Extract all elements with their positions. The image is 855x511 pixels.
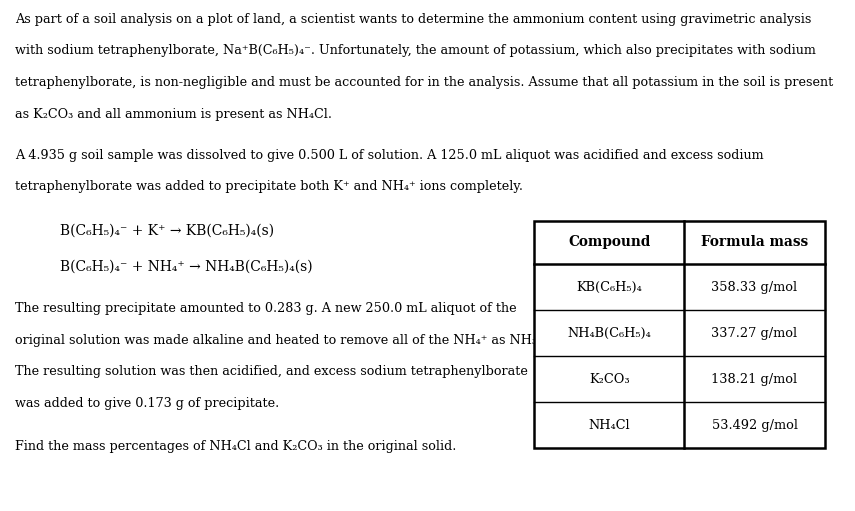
Text: 53.492 g/mol: 53.492 g/mol (711, 419, 798, 432)
Text: tetraphenylborate was added to precipitate both K⁺ and NH₄⁺ ions completely.: tetraphenylborate was added to precipita… (15, 180, 523, 193)
Text: B(C₆H₅)₄⁻ + K⁺ → KB(C₆H₅)₄(s): B(C₆H₅)₄⁻ + K⁺ → KB(C₆H₅)₄(s) (60, 223, 274, 237)
Text: Find the mass percentages of NH₄Cl and K₂CO₃ in the original solid.: Find the mass percentages of NH₄Cl and K… (15, 440, 457, 453)
Text: as K₂CO₃ and all ammonium is present as NH₄Cl.: as K₂CO₃ and all ammonium is present as … (15, 108, 333, 121)
Text: Compound: Compound (568, 236, 651, 249)
Bar (534, 221, 825, 448)
Text: K₂CO₃: K₂CO₃ (589, 373, 629, 386)
Text: with sodium tetraphenylborate, Na⁺B(C₆H₅)₄⁻. Unfortunately, the amount of potass: with sodium tetraphenylborate, Na⁺B(C₆H₅… (15, 44, 817, 57)
Text: 138.21 g/mol: 138.21 g/mol (711, 373, 798, 386)
Text: KB(C₆H₅)₄: KB(C₆H₅)₄ (576, 281, 642, 294)
Text: B(C₆H₅)₄⁻ + NH₄⁺ → NH₄B(C₆H₅)₄(s): B(C₆H₅)₄⁻ + NH₄⁺ → NH₄B(C₆H₅)₄(s) (60, 260, 312, 274)
Text: tetraphenylborate, is non-negligible and must be accounted for in the analysis. : tetraphenylborate, is non-negligible and… (15, 76, 834, 89)
Text: Formula mass: Formula mass (701, 236, 808, 249)
Text: NH₄Cl: NH₄Cl (588, 419, 630, 432)
Text: The resulting solution was then acidified, and excess sodium tetraphenylborate: The resulting solution was then acidifie… (15, 365, 528, 378)
Text: 337.27 g/mol: 337.27 g/mol (711, 327, 798, 340)
Text: A 4.935 g soil sample was dissolved to give 0.500 L of solution. A 125.0 mL aliq: A 4.935 g soil sample was dissolved to g… (15, 149, 764, 161)
Text: original solution was made alkaline and heated to remove all of the NH₄⁺ as NH₃.: original solution was made alkaline and … (15, 334, 541, 346)
Text: was added to give 0.173 g of precipitate.: was added to give 0.173 g of precipitate… (15, 397, 280, 410)
Text: 358.33 g/mol: 358.33 g/mol (711, 281, 798, 294)
Text: As part of a soil analysis on a plot of land, a scientist wants to determine the: As part of a soil analysis on a plot of … (15, 13, 811, 26)
Text: The resulting precipitate amounted to 0.283 g. A new 250.0 mL aliquot of the: The resulting precipitate amounted to 0.… (15, 302, 517, 315)
Text: NH₄B(C₆H₅)₄: NH₄B(C₆H₅)₄ (568, 327, 651, 340)
